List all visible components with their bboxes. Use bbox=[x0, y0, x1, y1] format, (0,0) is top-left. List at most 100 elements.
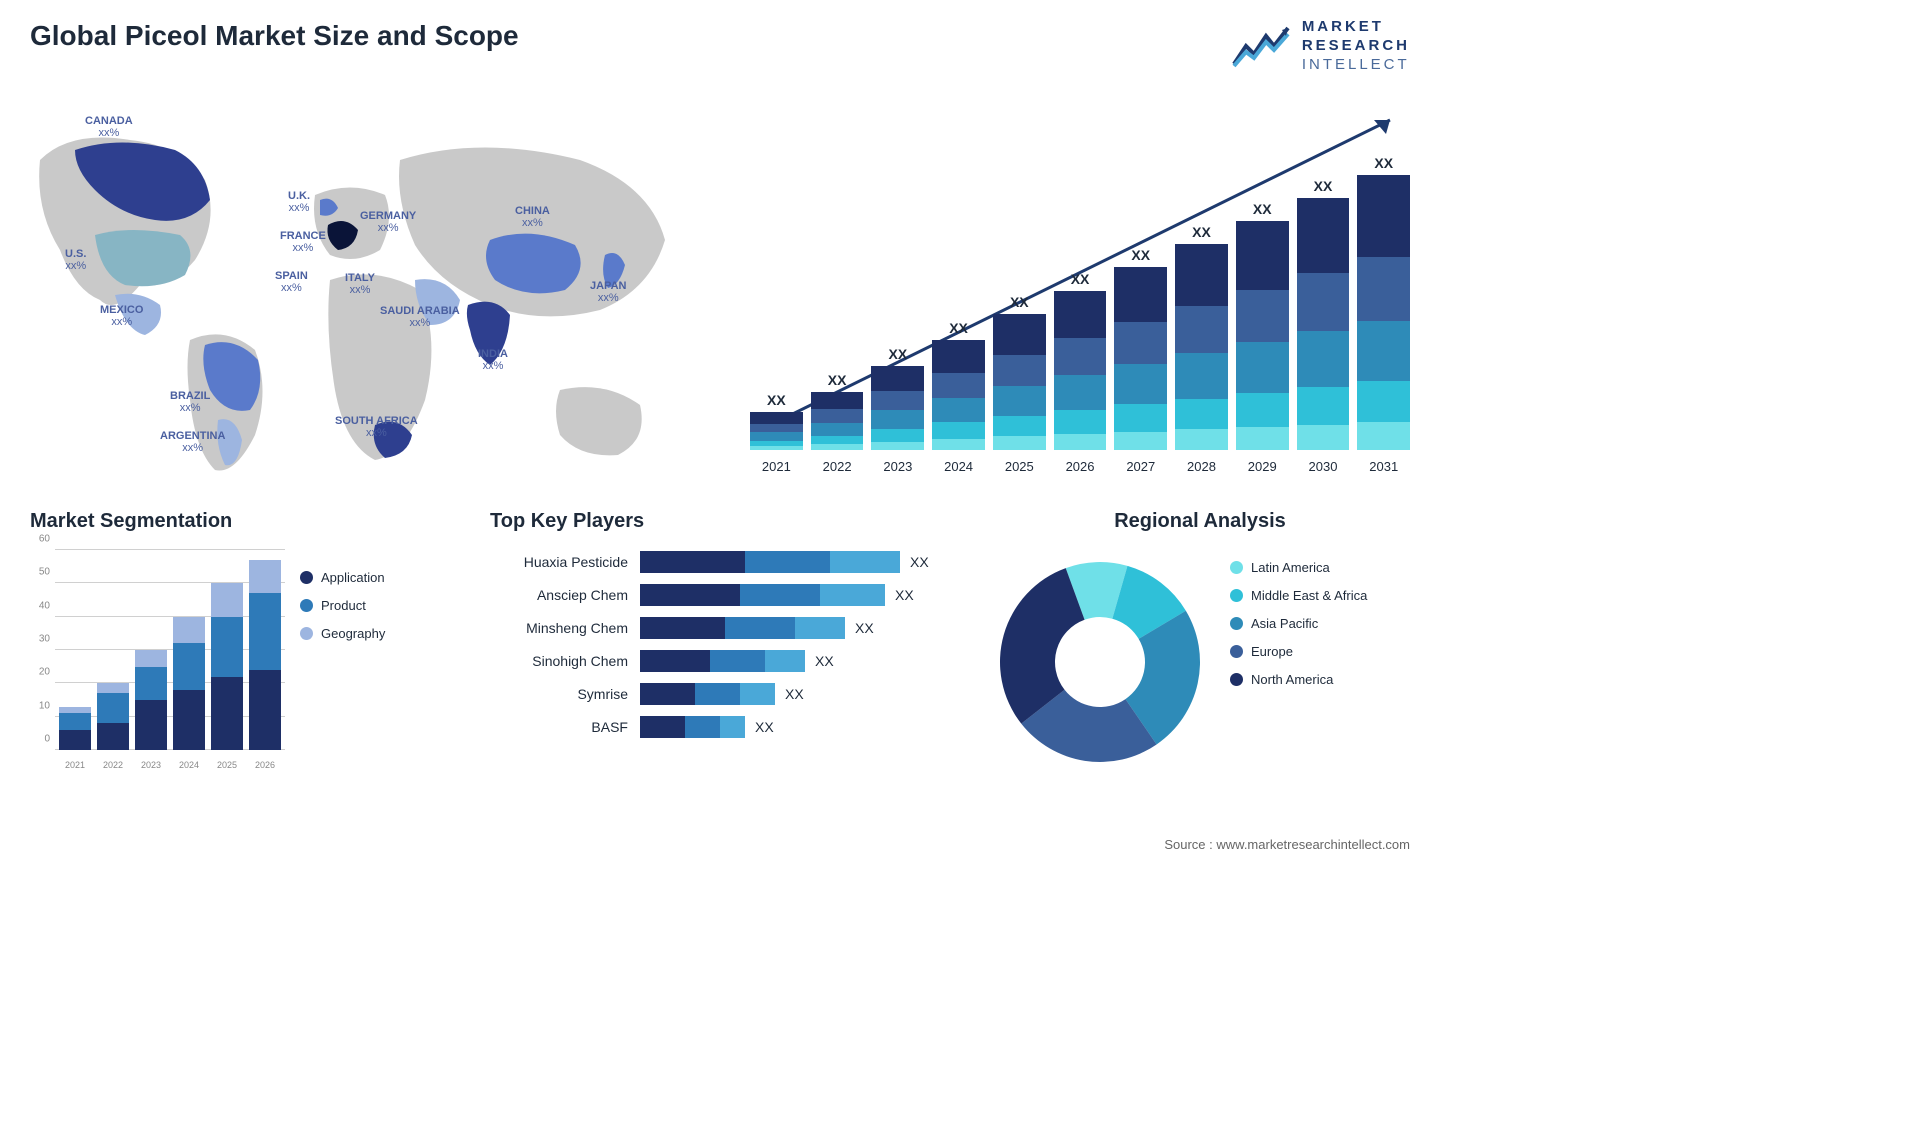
growth-year-label: 2023 bbox=[871, 459, 924, 474]
growth-bar: XX bbox=[1114, 247, 1167, 450]
map-label: CANADAxx% bbox=[85, 115, 133, 139]
growth-bar: XX bbox=[750, 392, 803, 450]
growth-bar: XX bbox=[1297, 178, 1350, 450]
seg-ytick: 50 bbox=[30, 567, 50, 578]
logo-line3: INTELLECT bbox=[1302, 56, 1410, 75]
map-label: SOUTH AFRICAxx% bbox=[335, 415, 418, 439]
player-value: XX bbox=[815, 653, 834, 669]
map-label: U.K.xx% bbox=[288, 190, 310, 214]
player-row: BASFXX bbox=[490, 710, 960, 743]
growth-bar: XX bbox=[1054, 271, 1107, 451]
player-value: XX bbox=[785, 686, 804, 702]
growth-year-label: 2026 bbox=[1054, 459, 1107, 474]
growth-value-label: XX bbox=[1131, 247, 1150, 263]
source-label: Source : www.marketresearchintellect.com bbox=[1164, 837, 1410, 852]
growth-bar: XX bbox=[1236, 201, 1289, 450]
growth-bar: XX bbox=[1175, 224, 1228, 450]
growth-bar: XX bbox=[1357, 155, 1410, 451]
world-map-panel: CANADAxx%U.S.xx%MEXICOxx%BRAZILxx%ARGENT… bbox=[20, 90, 700, 490]
seg-bar bbox=[135, 650, 167, 750]
legend-item: Middle East & Africa bbox=[1230, 588, 1367, 603]
segmentation-title: Market Segmentation bbox=[30, 510, 460, 533]
seg-year-label: 2025 bbox=[211, 760, 243, 770]
growth-year-label: 2028 bbox=[1175, 459, 1228, 474]
growth-year-label: 2027 bbox=[1114, 459, 1167, 474]
map-label: MEXICOxx% bbox=[100, 304, 143, 328]
logo-mark-icon bbox=[1232, 24, 1292, 68]
player-row: SymriseXX bbox=[490, 677, 960, 710]
map-label: CHINAxx% bbox=[515, 205, 550, 229]
player-row: Minsheng ChemXX bbox=[490, 611, 960, 644]
page-title: Global Piceol Market Size and Scope bbox=[30, 20, 519, 52]
seg-bar bbox=[59, 707, 91, 750]
player-bar bbox=[640, 716, 745, 738]
map-label: ARGENTINAxx% bbox=[160, 430, 225, 454]
growth-bar: XX bbox=[993, 294, 1046, 450]
growth-value-label: XX bbox=[1314, 178, 1333, 194]
growth-value-label: XX bbox=[1374, 155, 1393, 171]
growth-year-label: 2022 bbox=[811, 459, 864, 474]
seg-year-label: 2023 bbox=[135, 760, 167, 770]
player-bar bbox=[640, 551, 900, 573]
seg-bar bbox=[249, 560, 281, 750]
growth-value-label: XX bbox=[1253, 201, 1272, 217]
seg-ytick: 10 bbox=[30, 700, 50, 711]
map-label: ITALYxx% bbox=[345, 272, 375, 296]
growth-value-label: XX bbox=[1192, 224, 1211, 240]
seg-ytick: 20 bbox=[30, 667, 50, 678]
player-name: Huaxia Pesticide bbox=[490, 554, 640, 570]
seg-ytick: 40 bbox=[30, 600, 50, 611]
legend-item: Europe bbox=[1230, 644, 1367, 659]
growth-year-label: 2021 bbox=[750, 459, 803, 474]
legend-item: Latin America bbox=[1230, 560, 1367, 575]
logo-line2: RESEARCH bbox=[1302, 37, 1410, 56]
player-row: Huaxia Pesticide XX bbox=[490, 545, 960, 578]
seg-year-label: 2022 bbox=[97, 760, 129, 770]
growth-bar: XX bbox=[932, 320, 985, 450]
player-name: Ansciep Chem bbox=[490, 587, 640, 603]
growth-year-label: 2025 bbox=[993, 459, 1046, 474]
legend-item: Application bbox=[300, 570, 385, 585]
segmentation-chart: 202120222023202420252026 0102030405060 bbox=[30, 550, 285, 770]
region-title: Regional Analysis bbox=[990, 510, 1410, 533]
seg-bar bbox=[173, 617, 205, 750]
seg-bar bbox=[97, 683, 129, 750]
seg-year-label: 2024 bbox=[173, 760, 205, 770]
growth-year-label: 2029 bbox=[1236, 459, 1289, 474]
growth-value-label: XX bbox=[888, 346, 907, 362]
map-label: INDIAxx% bbox=[478, 348, 508, 372]
growth-value-label: XX bbox=[1010, 294, 1029, 310]
growth-value-label: XX bbox=[828, 372, 847, 388]
region-panel: Regional Analysis Latin America Middle Ea… bbox=[990, 510, 1410, 790]
growth-year-label: 2031 bbox=[1357, 459, 1410, 474]
player-value: XX bbox=[755, 719, 774, 735]
segmentation-panel: Market Segmentation 2021 2022 2023 2024 2025… bbox=[30, 510, 460, 790]
player-value: XX bbox=[895, 587, 914, 603]
growth-chart: XXXXXXXXXXXXXXXXXXXXXX 20212022202320242… bbox=[750, 100, 1410, 480]
seg-ytick: 30 bbox=[30, 634, 50, 645]
player-bar bbox=[640, 650, 805, 672]
growth-value-label: XX bbox=[767, 392, 786, 408]
players-title: Top Key Players bbox=[490, 510, 960, 533]
legend-item: Asia Pacific bbox=[1230, 616, 1367, 631]
map-label: BRAZILxx% bbox=[170, 390, 210, 414]
player-value: XX bbox=[910, 554, 929, 570]
seg-ytick: 60 bbox=[30, 534, 50, 545]
seg-year-label: 2026 bbox=[249, 760, 281, 770]
player-row: Sinohigh Chem XX bbox=[490, 644, 960, 677]
logo-line1: MARKET bbox=[1302, 18, 1410, 37]
brand-logo: MARKET RESEARCH INTELLECT bbox=[1232, 18, 1410, 74]
seg-year-label: 2021 bbox=[59, 760, 91, 770]
region-legend: Latin America Middle East & Africa Asia Pa… bbox=[1230, 560, 1367, 700]
map-label: SAUDI ARABIAxx% bbox=[380, 305, 460, 329]
growth-bar: XX bbox=[871, 346, 924, 450]
seg-ytick: 0 bbox=[30, 734, 50, 745]
player-bar bbox=[640, 683, 775, 705]
players-panel: Top Key Players Huaxia PesticideXXAnscie… bbox=[490, 510, 960, 790]
seg-bar bbox=[211, 583, 243, 750]
growth-value-label: XX bbox=[1071, 271, 1090, 287]
player-name: Sinohigh Chem bbox=[490, 653, 640, 669]
legend-item: Geography bbox=[300, 626, 385, 641]
segmentation-legend: ApplicationProductGeography bbox=[300, 570, 385, 654]
player-row: Ansciep Chem XX bbox=[490, 578, 960, 611]
